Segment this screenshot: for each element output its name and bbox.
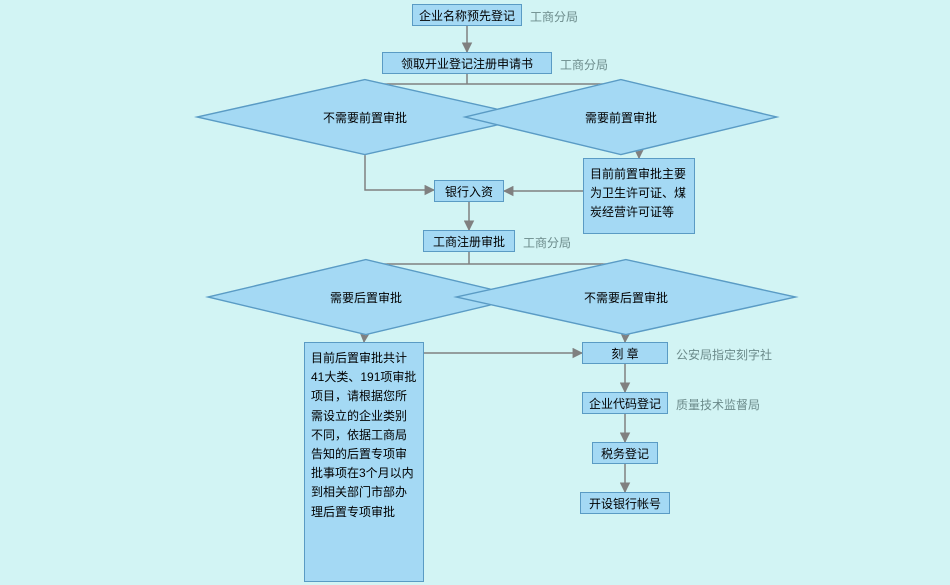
node-n5: 目前前置审批主要为卫生许可证、煤炭经营许可证等 (583, 158, 695, 234)
diamond-label-n8: 需要后置审批 (286, 289, 446, 306)
side-label-n1: 工商分局 (530, 8, 578, 25)
node-n12: 企业代码登记 (582, 392, 668, 414)
node-n10: 目前后置审批共计41大类、191项审批项目，请根据您所需设立的企业类别不同，依据… (304, 342, 424, 582)
side-label-n7: 工商分局 (523, 234, 571, 251)
side-label-n11: 公安局指定刻字社 (676, 346, 772, 363)
node-n11: 刻 章 (582, 342, 668, 364)
node-n14: 开设银行帐号 (580, 492, 670, 514)
diamond-label-n9: 不需要后置审批 (546, 289, 706, 306)
node-n2: 领取开业登记注册申请书 (382, 52, 552, 74)
side-label-n12: 质量技术监督局 (676, 396, 760, 413)
side-label-n2: 工商分局 (560, 56, 608, 73)
node-n13: 税务登记 (592, 442, 658, 464)
node-n6: 银行入资 (434, 180, 504, 202)
node-n1: 企业名称预先登记 (412, 4, 522, 26)
node-n7: 工商注册审批 (423, 230, 515, 252)
diamond-label-n3: 不需要前置审批 (285, 109, 445, 126)
diamond-label-n4: 需要前置审批 (541, 109, 701, 126)
